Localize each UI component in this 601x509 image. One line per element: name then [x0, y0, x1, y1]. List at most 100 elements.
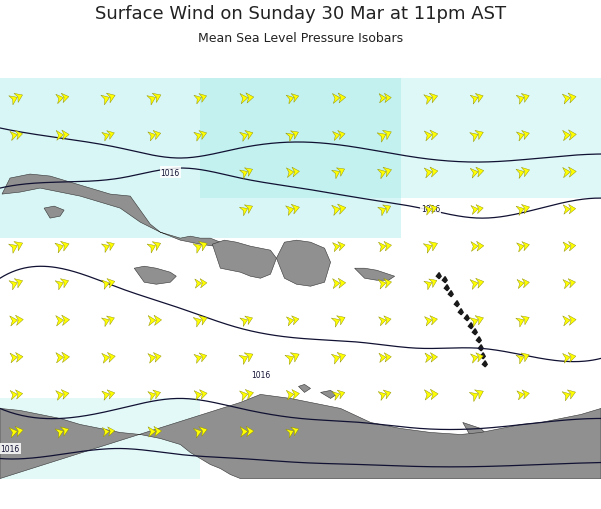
- Polygon shape: [429, 94, 438, 103]
- Polygon shape: [384, 316, 391, 325]
- Polygon shape: [106, 316, 114, 325]
- Polygon shape: [240, 171, 248, 179]
- Polygon shape: [107, 279, 115, 288]
- Polygon shape: [470, 96, 478, 105]
- Polygon shape: [198, 242, 207, 251]
- Polygon shape: [61, 390, 69, 400]
- Polygon shape: [199, 131, 207, 140]
- Polygon shape: [240, 391, 248, 401]
- Polygon shape: [475, 94, 483, 103]
- Polygon shape: [245, 168, 252, 177]
- Polygon shape: [193, 318, 202, 327]
- Polygon shape: [383, 168, 391, 178]
- Polygon shape: [516, 133, 524, 142]
- Polygon shape: [285, 355, 294, 365]
- Bar: [200, 79, 601, 199]
- Polygon shape: [154, 316, 162, 326]
- Polygon shape: [152, 94, 161, 103]
- Polygon shape: [153, 353, 161, 362]
- Polygon shape: [320, 390, 337, 399]
- Polygon shape: [430, 389, 438, 400]
- Polygon shape: [153, 390, 160, 399]
- Polygon shape: [8, 244, 17, 254]
- Polygon shape: [469, 392, 478, 402]
- Polygon shape: [290, 131, 299, 140]
- Polygon shape: [107, 390, 115, 399]
- Polygon shape: [62, 316, 70, 326]
- Polygon shape: [286, 317, 294, 326]
- Polygon shape: [56, 353, 64, 363]
- Polygon shape: [337, 390, 345, 399]
- Bar: [0, 79, 401, 239]
- Polygon shape: [240, 133, 248, 142]
- Text: 1016: 1016: [251, 370, 270, 379]
- Polygon shape: [148, 133, 156, 142]
- Polygon shape: [516, 355, 524, 364]
- Polygon shape: [338, 94, 346, 104]
- Polygon shape: [563, 95, 570, 105]
- Polygon shape: [331, 319, 340, 327]
- Polygon shape: [154, 427, 162, 437]
- Polygon shape: [377, 170, 386, 179]
- Polygon shape: [10, 353, 17, 363]
- Polygon shape: [147, 244, 156, 253]
- Polygon shape: [563, 168, 570, 178]
- Text: Mean Sea Level Pressure Isobars: Mean Sea Level Pressure Isobars: [198, 32, 403, 45]
- Polygon shape: [245, 317, 252, 325]
- Polygon shape: [569, 167, 576, 178]
- Polygon shape: [568, 279, 576, 288]
- Polygon shape: [61, 94, 69, 103]
- Polygon shape: [148, 354, 156, 363]
- Polygon shape: [429, 279, 437, 288]
- Polygon shape: [568, 94, 576, 104]
- Polygon shape: [338, 205, 346, 215]
- Polygon shape: [291, 428, 299, 436]
- Polygon shape: [338, 279, 346, 289]
- Polygon shape: [16, 353, 23, 362]
- Polygon shape: [44, 207, 64, 219]
- Polygon shape: [563, 280, 570, 289]
- Polygon shape: [471, 354, 478, 363]
- Polygon shape: [62, 352, 70, 363]
- Polygon shape: [470, 318, 478, 327]
- Polygon shape: [430, 316, 438, 325]
- Polygon shape: [516, 207, 524, 216]
- Bar: [0, 399, 200, 478]
- Polygon shape: [212, 241, 276, 278]
- Polygon shape: [337, 168, 344, 177]
- Polygon shape: [56, 391, 64, 401]
- Polygon shape: [430, 167, 438, 178]
- Polygon shape: [239, 208, 248, 216]
- Polygon shape: [563, 131, 570, 142]
- Polygon shape: [436, 273, 441, 279]
- Polygon shape: [299, 385, 311, 392]
- Polygon shape: [240, 427, 248, 437]
- Polygon shape: [60, 279, 69, 288]
- Polygon shape: [10, 391, 17, 400]
- Polygon shape: [290, 353, 299, 362]
- Polygon shape: [285, 206, 294, 216]
- Polygon shape: [239, 356, 248, 365]
- Polygon shape: [383, 390, 391, 399]
- Polygon shape: [285, 430, 294, 438]
- Polygon shape: [106, 242, 114, 251]
- Polygon shape: [332, 392, 340, 401]
- Text: 1016: 1016: [1, 444, 20, 453]
- Polygon shape: [378, 280, 386, 290]
- Polygon shape: [448, 291, 453, 297]
- Polygon shape: [379, 243, 386, 252]
- Polygon shape: [522, 131, 529, 140]
- Polygon shape: [14, 242, 23, 251]
- Polygon shape: [517, 243, 524, 252]
- Polygon shape: [563, 205, 570, 215]
- Polygon shape: [62, 131, 69, 140]
- Polygon shape: [102, 428, 109, 437]
- Polygon shape: [292, 390, 299, 400]
- Polygon shape: [245, 390, 254, 400]
- Polygon shape: [55, 281, 64, 290]
- Polygon shape: [468, 323, 473, 329]
- Polygon shape: [332, 171, 340, 179]
- Polygon shape: [291, 205, 299, 215]
- Polygon shape: [517, 280, 524, 289]
- Polygon shape: [61, 242, 69, 251]
